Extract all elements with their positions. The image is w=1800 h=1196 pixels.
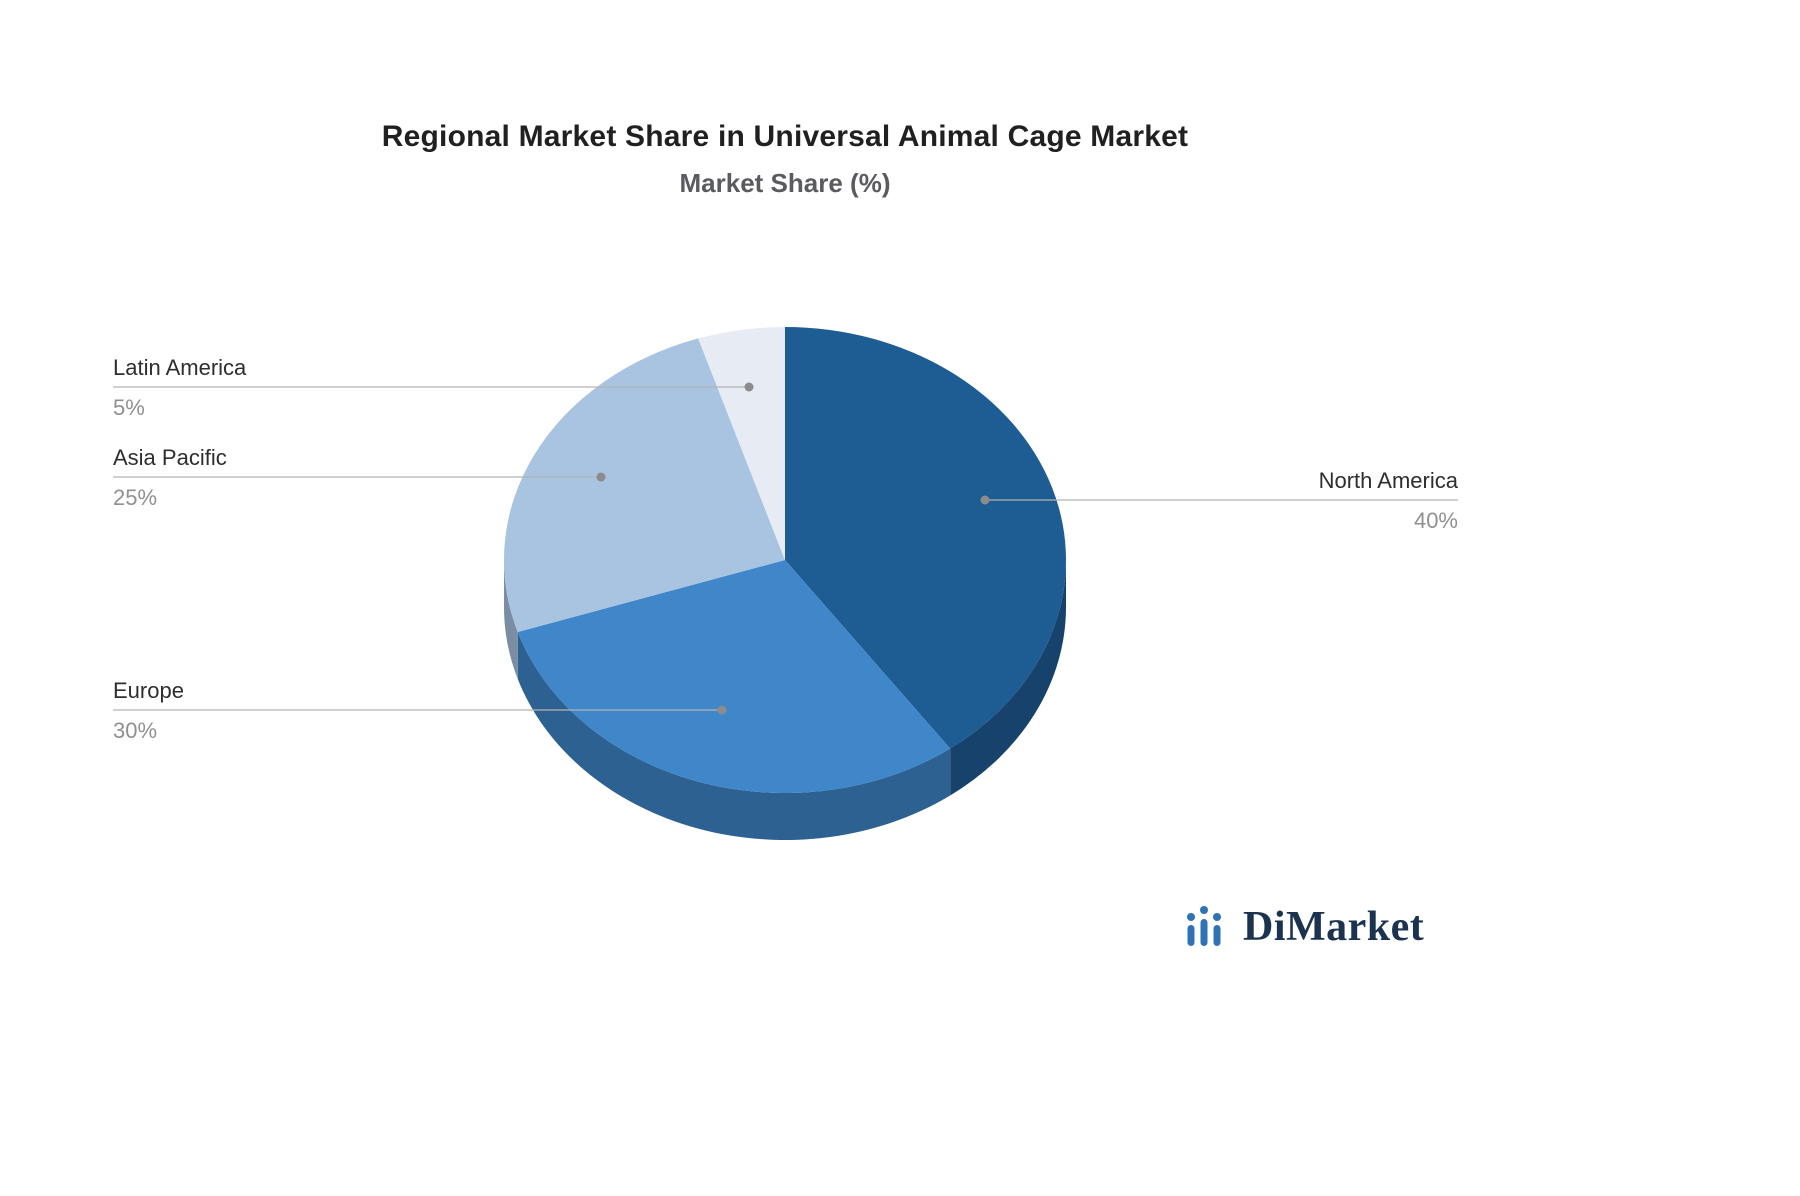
slice-label-asia-pacific: Asia Pacific — [113, 445, 227, 470]
pie-slice-latin-america[interactable] — [698, 327, 785, 560]
chart-subtitle: Market Share (%) — [679, 168, 891, 198]
slice-value-north-america: 40% — [1413, 508, 1458, 533]
leader-dot-europe — [717, 705, 727, 715]
bar-chart-dots-icon — [1187, 906, 1221, 946]
callout-asia-pacific: Asia Pacific 25% — [113, 445, 227, 511]
slice-value-latin-america: 5% — [113, 395, 145, 420]
slice-label-north-america: North America — [1318, 468, 1458, 493]
dimarket-logo: DiMarket — [1185, 903, 1424, 951]
pie-slice-side-europe — [517, 632, 951, 841]
pie-slice-side-asia-pacific — [504, 560, 518, 680]
pie-slice-north-america[interactable] — [785, 327, 1066, 749]
slice-label-latin-america: Latin America — [113, 355, 247, 380]
callout-latin-america: Latin America 5% — [113, 355, 246, 421]
callout-europe: Europe 30% — [113, 678, 184, 744]
slice-value-europe: 30% — [113, 718, 158, 743]
callout-north-america: North America 40% — [1319, 468, 1458, 534]
leader-dot-asia-pacific — [596, 472, 606, 482]
slice-label-europe: Europe — [113, 678, 184, 703]
chart-title: Regional Market Share in Universal Anima… — [381, 120, 1189, 153]
slice-value-asia-pacific: 25% — [113, 485, 158, 510]
pie-slice-europe[interactable] — [517, 560, 951, 793]
pie-slice-side-north-america — [950, 560, 1066, 796]
leader-dot-latin-america — [744, 382, 754, 392]
logo-text: DiMarket — [1243, 904, 1425, 950]
pie-slice-asia-pacific[interactable] — [503, 338, 785, 633]
leader-dot-north-america — [980, 495, 990, 505]
